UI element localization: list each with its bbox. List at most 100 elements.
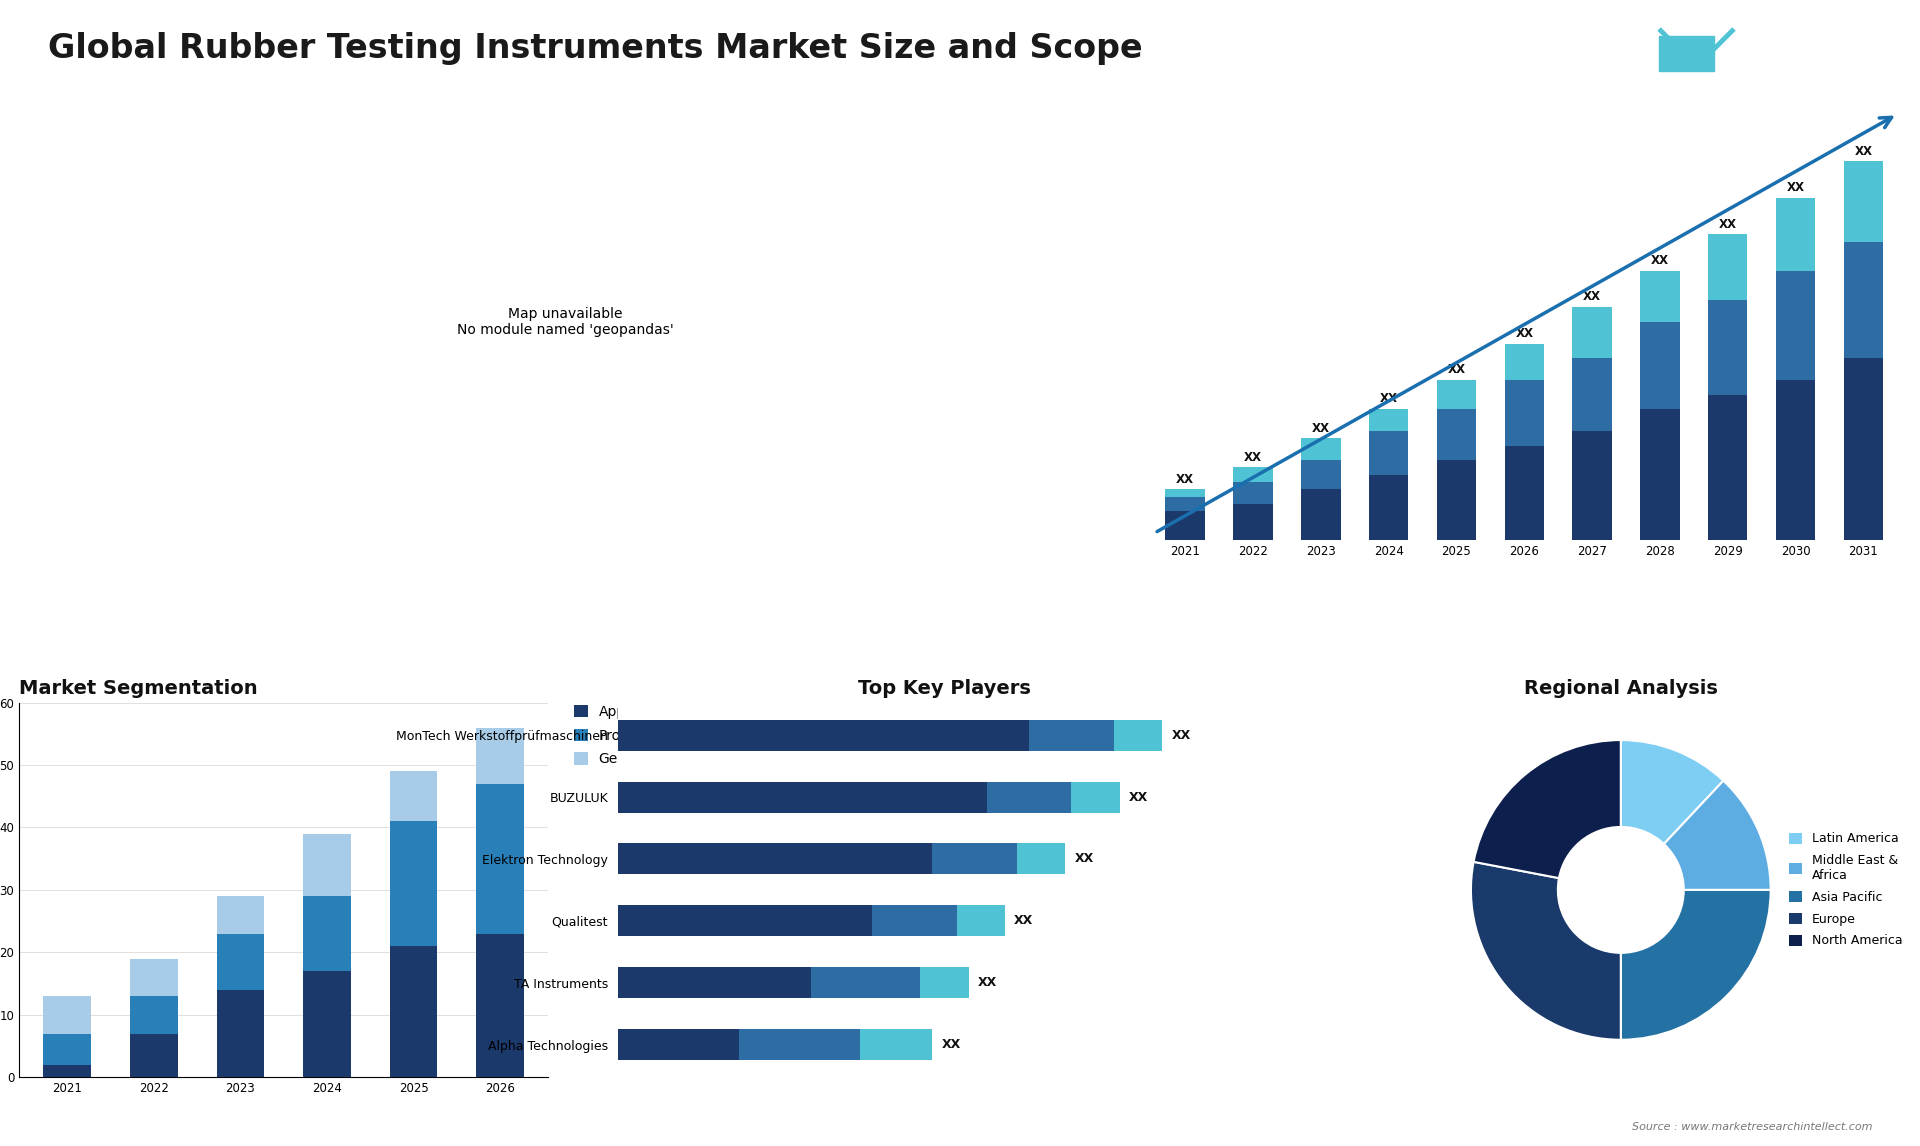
Wedge shape	[1620, 890, 1770, 1039]
Text: Global Rubber Testing Instruments Market Size and Scope: Global Rubber Testing Instruments Market…	[48, 32, 1142, 65]
Bar	[618, 782, 987, 813]
Text: XX: XX	[1171, 729, 1190, 741]
Bar	[131, 1034, 177, 1077]
Bar	[1505, 380, 1544, 446]
Title: Regional Analysis: Regional Analysis	[1524, 680, 1718, 698]
Text: XX: XX	[1244, 450, 1261, 464]
Bar	[1640, 322, 1680, 409]
Bar	[1505, 446, 1544, 540]
Text: Map unavailable
No module named 'geopandas': Map unavailable No module named 'geopand…	[457, 307, 674, 337]
Bar	[131, 958, 177, 996]
Bar	[1572, 307, 1611, 358]
Text: XX: XX	[1311, 422, 1331, 434]
Bar	[217, 934, 265, 990]
Bar	[303, 971, 351, 1077]
Wedge shape	[1473, 740, 1620, 878]
Bar	[1640, 270, 1680, 322]
Text: XX: XX	[1515, 327, 1534, 340]
Bar	[1018, 843, 1066, 874]
Text: Market Segmentation: Market Segmentation	[19, 680, 257, 698]
Text: XX: XX	[1788, 181, 1805, 194]
Bar	[217, 896, 265, 934]
Bar	[933, 843, 1018, 874]
Bar	[872, 905, 956, 936]
Bar	[987, 782, 1071, 813]
Bar	[1709, 234, 1747, 300]
Bar	[1843, 358, 1884, 540]
Text: XX: XX	[1855, 144, 1872, 158]
Bar	[1114, 720, 1162, 751]
Bar	[1369, 474, 1409, 540]
Bar	[1436, 380, 1476, 409]
FancyArrow shape	[1659, 36, 1715, 71]
Text: XX: XX	[941, 1038, 960, 1051]
Bar	[1233, 504, 1273, 540]
Circle shape	[1557, 827, 1684, 952]
Bar	[1436, 460, 1476, 540]
Text: XX: XX	[1129, 791, 1148, 803]
Bar	[44, 996, 90, 1034]
Bar	[618, 843, 933, 874]
Bar	[1776, 198, 1814, 270]
Bar	[390, 771, 438, 822]
Bar	[1165, 496, 1206, 511]
Wedge shape	[1665, 780, 1770, 890]
Text: XX: XX	[1448, 363, 1465, 376]
Bar	[1165, 489, 1206, 496]
Bar	[956, 905, 1004, 936]
Text: XX: XX	[1651, 254, 1668, 267]
Bar	[618, 967, 812, 998]
Bar	[1572, 358, 1611, 431]
Bar	[812, 967, 920, 998]
Text: XX: XX	[1177, 472, 1194, 486]
Bar	[476, 934, 524, 1077]
Bar	[1709, 300, 1747, 394]
Bar	[1233, 482, 1273, 504]
Bar	[1369, 431, 1409, 474]
Bar	[618, 720, 1029, 751]
Bar	[1302, 489, 1340, 540]
Text: XX: XX	[977, 976, 996, 989]
Bar	[739, 1029, 860, 1060]
Bar	[1302, 438, 1340, 460]
Bar	[44, 1034, 90, 1065]
Text: XX: XX	[1075, 853, 1094, 865]
Wedge shape	[1620, 740, 1724, 845]
Bar	[303, 896, 351, 971]
Bar	[618, 1029, 739, 1060]
Bar	[1843, 162, 1884, 242]
Bar	[1572, 431, 1611, 540]
Bar	[618, 905, 872, 936]
Bar	[476, 784, 524, 934]
Text: XX: XX	[1718, 218, 1738, 230]
Bar	[1843, 242, 1884, 358]
Text: XX: XX	[1380, 392, 1398, 406]
Text: XX: XX	[1584, 290, 1601, 304]
Legend: Application, Product, Geography: Application, Product, Geography	[570, 702, 680, 769]
Bar	[1165, 511, 1206, 540]
Bar	[390, 822, 438, 947]
Bar	[1776, 380, 1814, 540]
Bar	[1709, 394, 1747, 540]
Bar	[390, 947, 438, 1077]
Bar	[44, 1065, 90, 1077]
Bar	[303, 834, 351, 896]
Bar	[1369, 409, 1409, 431]
Wedge shape	[1471, 862, 1620, 1039]
Bar	[1302, 460, 1340, 489]
Bar	[860, 1029, 933, 1060]
Bar	[1233, 468, 1273, 482]
Bar	[476, 728, 524, 784]
Title: Top Key Players: Top Key Players	[858, 680, 1031, 698]
Bar	[920, 967, 970, 998]
Text: XX: XX	[1014, 915, 1033, 927]
Bar	[1505, 344, 1544, 380]
Bar	[131, 996, 177, 1034]
Text: Source : www.marketresearchintellect.com: Source : www.marketresearchintellect.com	[1632, 1122, 1872, 1132]
Bar	[217, 990, 265, 1077]
Legend: Latin America, Middle East &
Africa, Asia Pacific, Europe, North America: Latin America, Middle East & Africa, Asi…	[1784, 827, 1908, 952]
Bar	[1640, 409, 1680, 540]
Bar	[1071, 782, 1119, 813]
Bar	[1029, 720, 1114, 751]
Text: MARKET
RESEARCH
INTELLECT: MARKET RESEARCH INTELLECT	[1778, 33, 1834, 68]
